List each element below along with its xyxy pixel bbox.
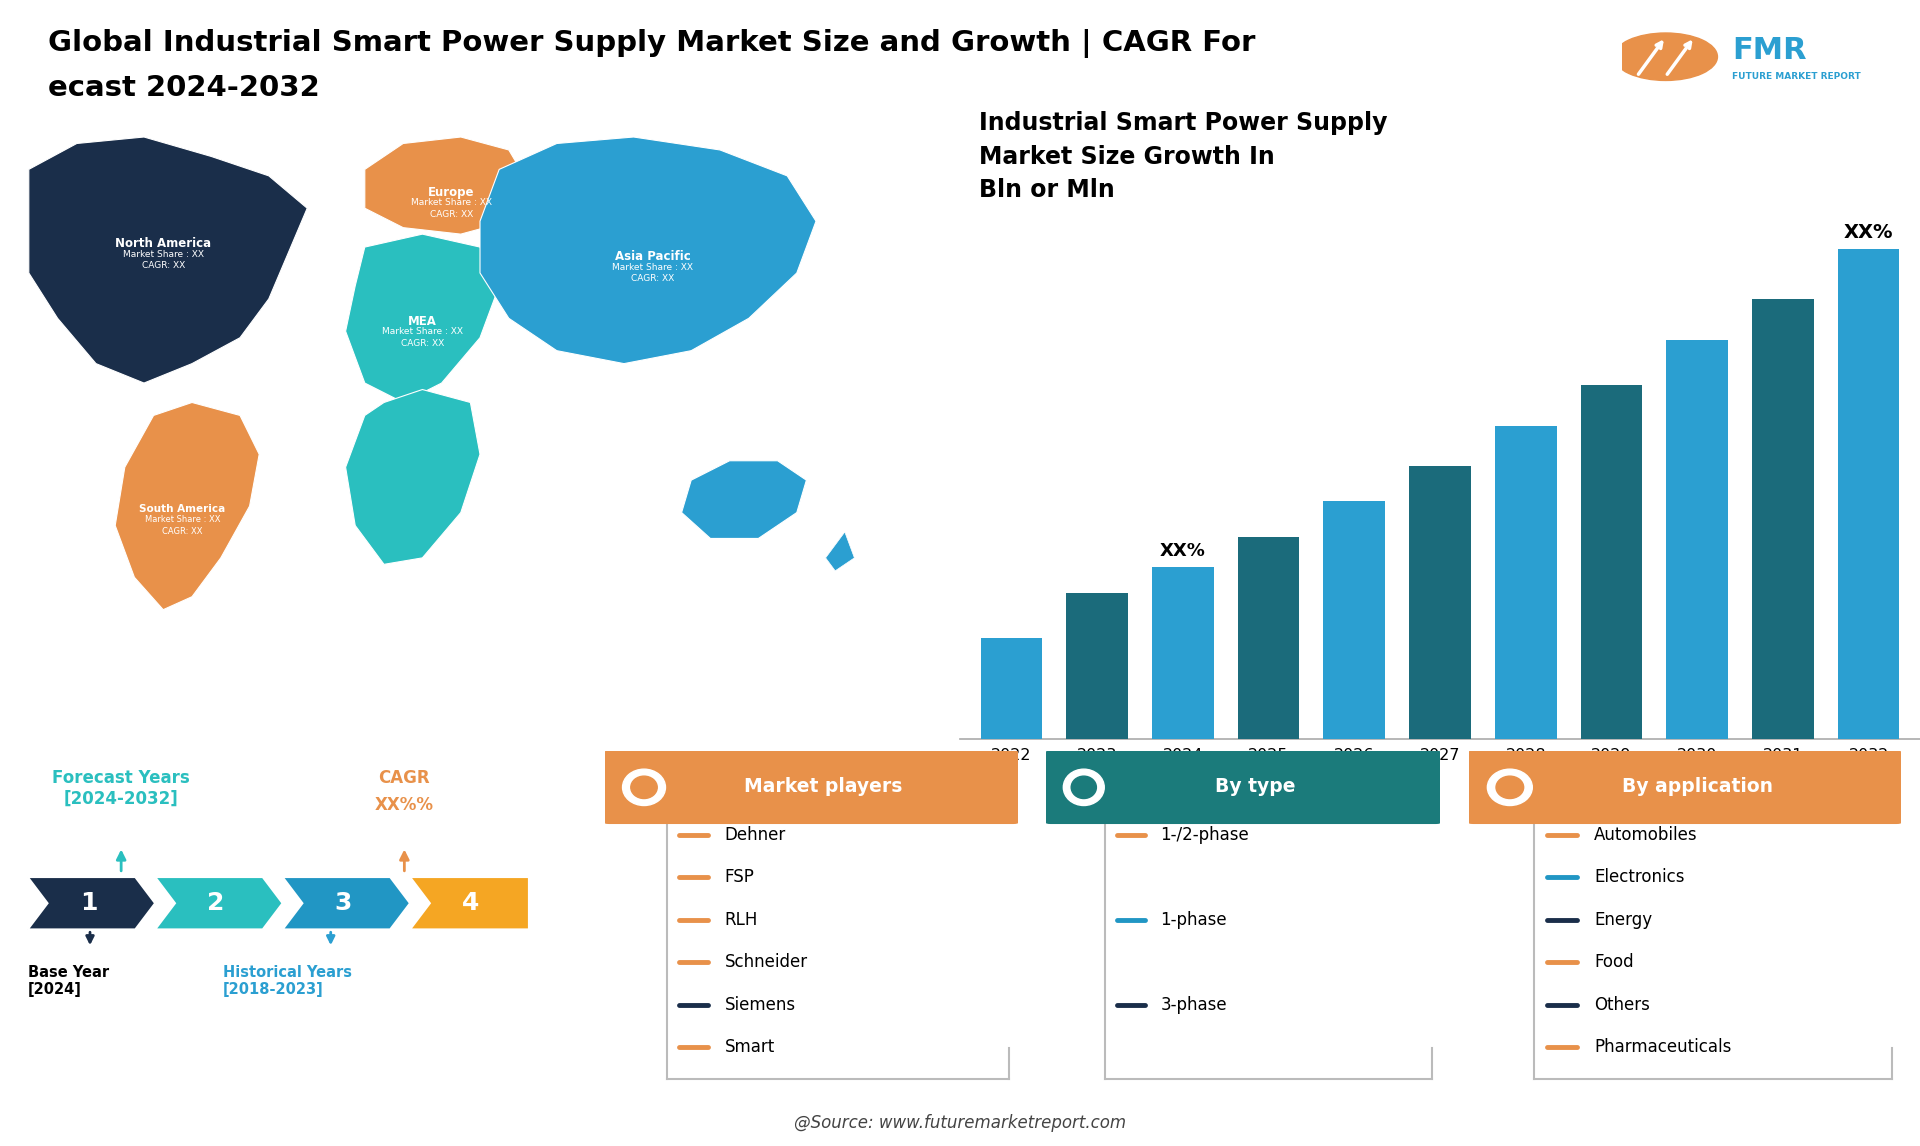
Text: Forecast Years
[2024-2032]: Forecast Years [2024-2032]	[52, 769, 190, 808]
Polygon shape	[411, 877, 530, 929]
Text: 3: 3	[334, 892, 351, 916]
Text: Automobiles: Automobiles	[1594, 825, 1697, 843]
Text: MEA: MEA	[407, 315, 438, 328]
Text: By application: By application	[1622, 777, 1774, 796]
Text: Global Industrial Smart Power Supply Market Size and Growth | CAGR For: Global Industrial Smart Power Supply Mar…	[48, 29, 1256, 57]
Polygon shape	[29, 138, 307, 383]
Bar	[1323, 502, 1384, 739]
Text: RLH: RLH	[724, 911, 758, 928]
Polygon shape	[346, 390, 480, 564]
Text: 1-phase: 1-phase	[1160, 911, 1227, 928]
Polygon shape	[115, 402, 259, 610]
Bar	[1751, 299, 1814, 739]
Text: XX%: XX%	[1843, 222, 1893, 242]
Text: ecast 2024-2032: ecast 2024-2032	[48, 74, 321, 102]
Text: Historical Years
[2018-2023]: Historical Years [2018-2023]	[223, 965, 351, 997]
Text: Others: Others	[1594, 996, 1649, 1013]
Bar	[1238, 536, 1300, 739]
Polygon shape	[282, 877, 411, 929]
Text: Industrial Smart Power Supply
Market Size Growth In
Bln or Mln: Industrial Smart Power Supply Market Siz…	[979, 111, 1388, 202]
Text: By type: By type	[1215, 777, 1296, 796]
Polygon shape	[27, 877, 156, 929]
Circle shape	[1064, 769, 1104, 806]
Text: CAGR: CAGR	[378, 769, 430, 787]
Text: 2: 2	[207, 892, 225, 916]
Text: Schneider: Schneider	[724, 953, 808, 971]
Text: @Source: www.futuremarketreport.com: @Source: www.futuremarketreport.com	[795, 1114, 1125, 1132]
Text: Siemens: Siemens	[724, 996, 795, 1013]
Text: North America: North America	[115, 237, 211, 250]
Bar	[1496, 425, 1557, 739]
Polygon shape	[826, 532, 854, 571]
Polygon shape	[682, 461, 806, 539]
Text: Market Share : XX
CAGR: XX: Market Share : XX CAGR: XX	[612, 262, 693, 283]
Text: Market Share : XX
CAGR: XX: Market Share : XX CAGR: XX	[123, 250, 204, 270]
Bar	[981, 638, 1043, 739]
Text: XX%%: XX%%	[374, 796, 434, 814]
Polygon shape	[156, 877, 282, 929]
FancyBboxPatch shape	[1463, 751, 1907, 824]
Text: 3-phase: 3-phase	[1160, 996, 1227, 1013]
Text: Market Share : XX
CAGR: XX: Market Share : XX CAGR: XX	[411, 198, 492, 219]
Text: Market players: Market players	[745, 777, 902, 796]
Text: Food: Food	[1594, 953, 1634, 971]
Bar	[1837, 249, 1899, 739]
Text: Asia Pacific: Asia Pacific	[614, 250, 691, 264]
Text: Energy: Energy	[1594, 911, 1653, 928]
Text: FSP: FSP	[724, 868, 755, 886]
Bar	[1066, 592, 1129, 739]
Text: Market Share : XX
CAGR: XX: Market Share : XX CAGR: XX	[382, 328, 463, 348]
Text: FMR: FMR	[1732, 36, 1807, 64]
Bar	[1152, 567, 1213, 739]
Text: XX%: XX%	[1160, 542, 1206, 560]
Text: Europe: Europe	[428, 186, 474, 198]
Bar	[1409, 466, 1471, 739]
Polygon shape	[365, 138, 528, 234]
Text: Market Share : XX
CAGR: XX: Market Share : XX CAGR: XX	[144, 515, 221, 536]
Bar	[1667, 339, 1728, 739]
Text: FUTURE MARKET REPORT: FUTURE MARKET REPORT	[1732, 72, 1860, 81]
Text: Smart: Smart	[724, 1038, 776, 1057]
Circle shape	[622, 769, 666, 806]
Circle shape	[632, 776, 657, 799]
Text: Pharmaceuticals: Pharmaceuticals	[1594, 1038, 1732, 1057]
Text: South America: South America	[140, 504, 225, 515]
Circle shape	[1613, 33, 1716, 80]
Bar	[1580, 385, 1642, 739]
Circle shape	[1496, 776, 1524, 799]
Text: Dehner: Dehner	[724, 825, 785, 843]
Circle shape	[1071, 776, 1096, 799]
Text: 4: 4	[463, 892, 480, 916]
Text: Base Year
[2024]: Base Year [2024]	[27, 965, 109, 997]
Text: 1: 1	[81, 892, 98, 916]
Text: 1-/2-phase: 1-/2-phase	[1160, 825, 1250, 843]
Text: Electronics: Electronics	[1594, 868, 1684, 886]
Polygon shape	[480, 138, 816, 363]
Polygon shape	[346, 234, 499, 402]
FancyBboxPatch shape	[599, 751, 1023, 824]
Circle shape	[1488, 769, 1532, 806]
FancyBboxPatch shape	[1041, 751, 1446, 824]
